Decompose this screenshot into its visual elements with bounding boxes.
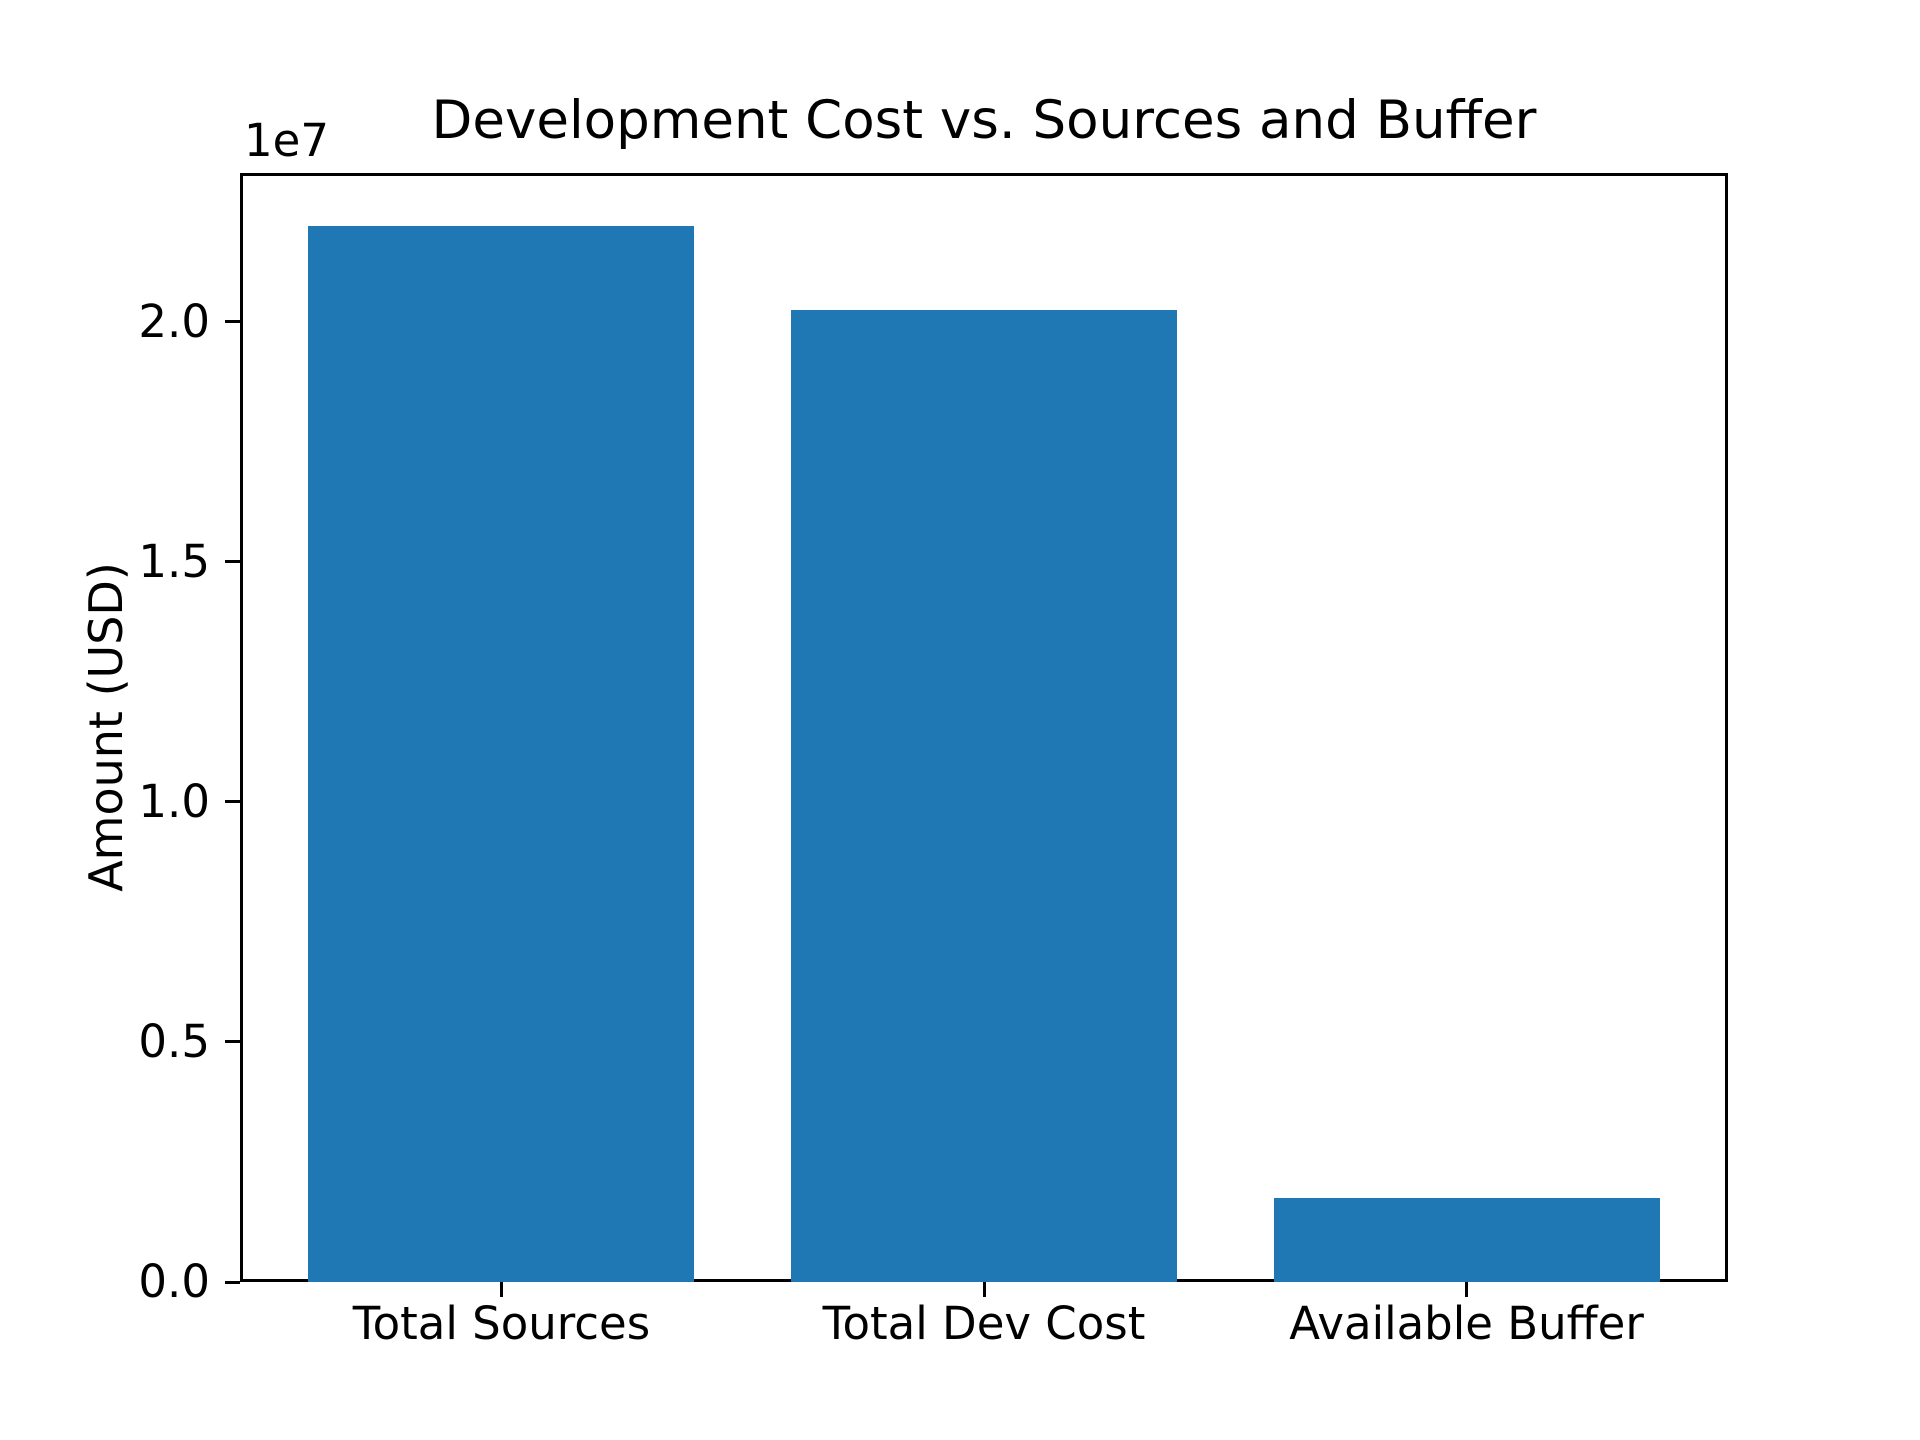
- plot-area: [240, 173, 1728, 1282]
- y-tick-mark: [225, 320, 240, 324]
- y-tick-mark: [225, 560, 240, 564]
- y-axis-label: Amount (USD): [79, 562, 133, 892]
- x-tick-mark: [982, 1282, 986, 1297]
- x-tick-label: Total Sources: [352, 1297, 651, 1350]
- x-tick-label: Available Buffer: [1289, 1297, 1644, 1350]
- chart-title: Development Cost vs. Sources and Buffer: [431, 90, 1537, 151]
- y-tick-mark: [225, 1040, 240, 1044]
- x-tick-mark: [1465, 1282, 1469, 1297]
- y-tick-mark: [225, 800, 240, 804]
- y-tick-label: 2.0: [138, 294, 210, 348]
- y-tick-label: 0.0: [138, 1255, 210, 1308]
- y-axis-offset-label: 1e7: [244, 114, 329, 167]
- x-tick-label: Total Dev Cost: [822, 1297, 1146, 1350]
- y-tick-mark: [225, 1280, 240, 1284]
- x-tick-mark: [499, 1282, 503, 1297]
